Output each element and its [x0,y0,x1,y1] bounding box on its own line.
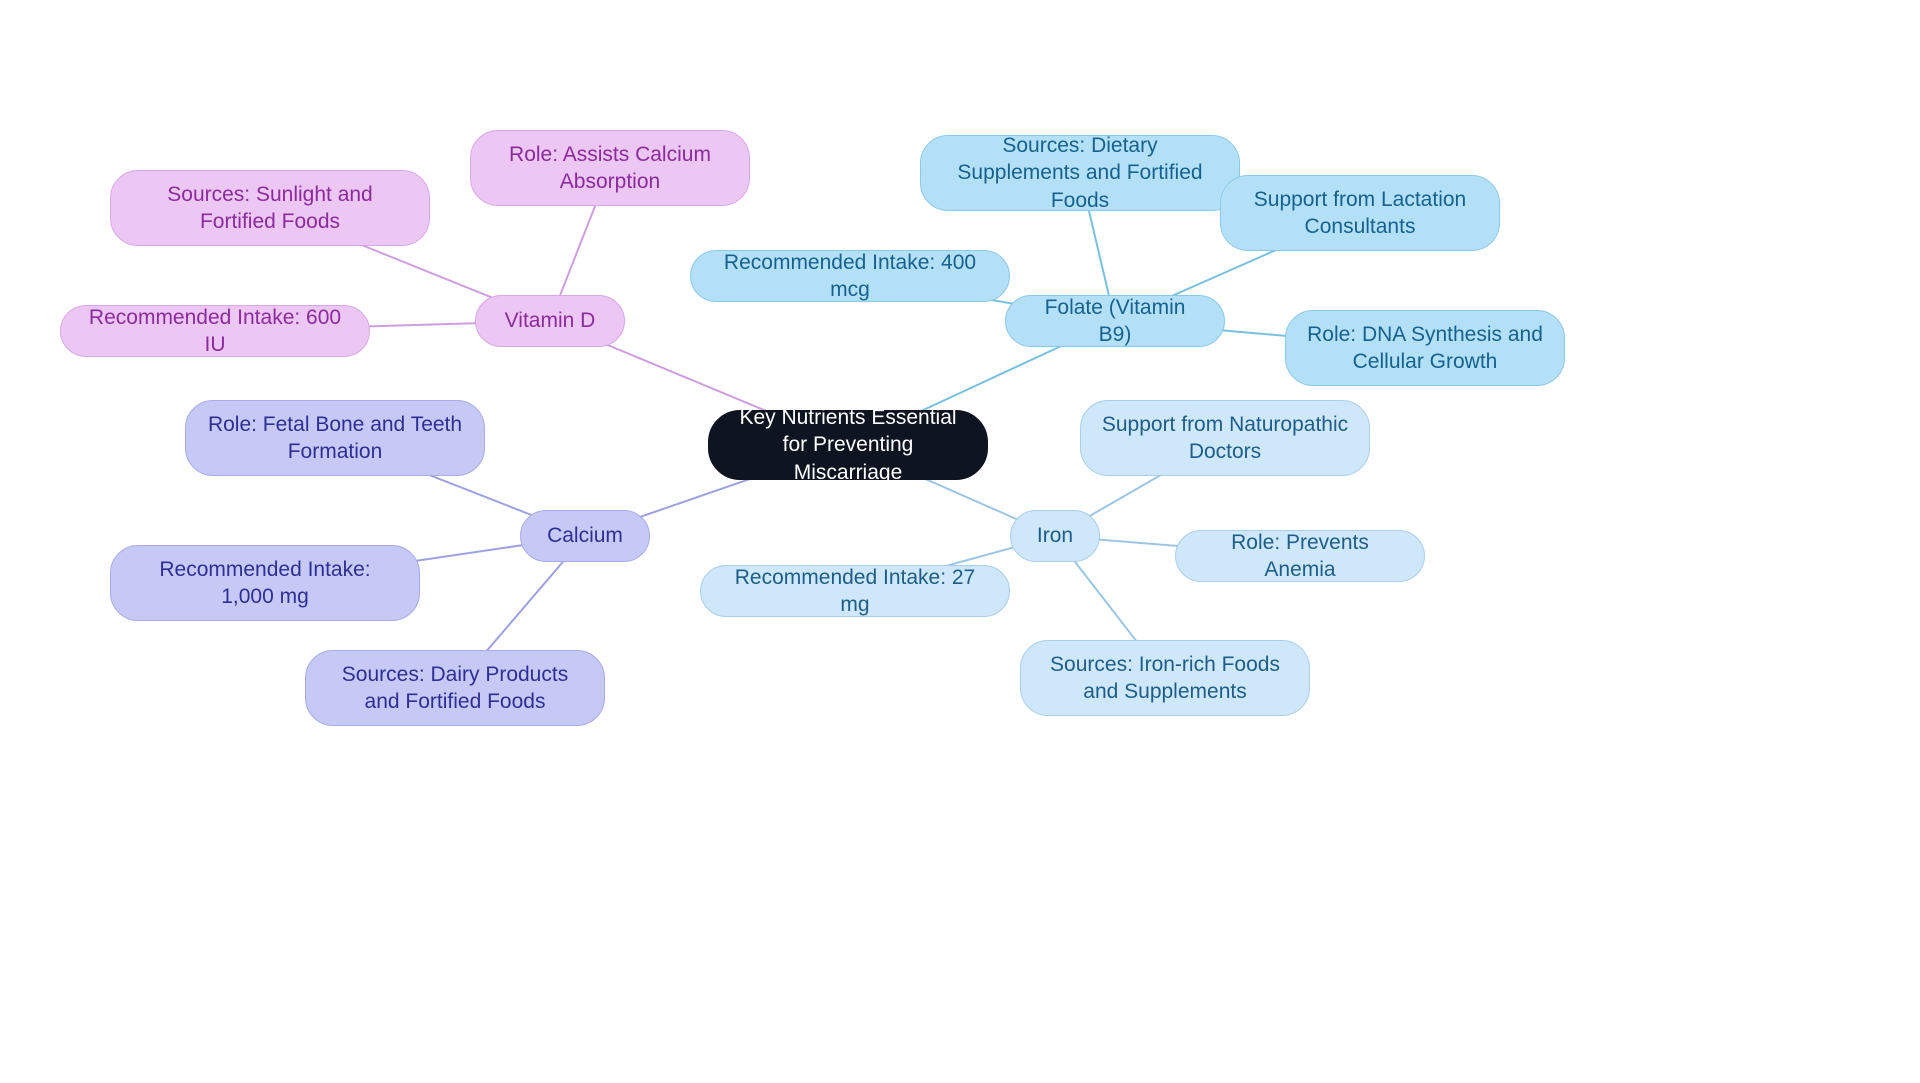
leaf-calcium-0: Role: Fetal Bone and Teeth Formation [185,400,485,476]
leaf-iron-0: Recommended Intake: 27 mg [700,565,1010,617]
leaf-folate-1: Sources: Dietary Supplements and Fortifi… [920,135,1240,211]
leaf-folate-2: Support from Lactation Consultants [1220,175,1500,251]
leaf-iron-1: Support from Naturopathic Doctors [1080,400,1370,476]
leaf-calcium-2: Sources: Dairy Products and Fortified Fo… [305,650,605,726]
leaf-vitamind-1: Sources: Sunlight and Fortified Foods [110,170,430,246]
leaf-iron-3: Sources: Iron-rich Foods and Supplements [1020,640,1310,716]
hub-calcium: Calcium [520,510,650,562]
leaf-folate-0: Recommended Intake: 400 mcg [690,250,1010,302]
leaf-calcium-1: Recommended Intake: 1,000 mg [110,545,420,621]
hub-vitamind: Vitamin D [475,295,625,347]
center-node: Key Nutrients Essential for Preventing M… [708,410,988,480]
leaf-iron-2: Role: Prevents Anemia [1175,530,1425,582]
leaf-vitamind-0: Role: Assists Calcium Absorption [470,130,750,206]
leaf-vitamind-2: Recommended Intake: 600 IU [60,305,370,357]
leaf-folate-3: Role: DNA Synthesis and Cellular Growth [1285,310,1565,386]
hub-folate: Folate (Vitamin B9) [1005,295,1225,347]
hub-iron: Iron [1010,510,1100,562]
